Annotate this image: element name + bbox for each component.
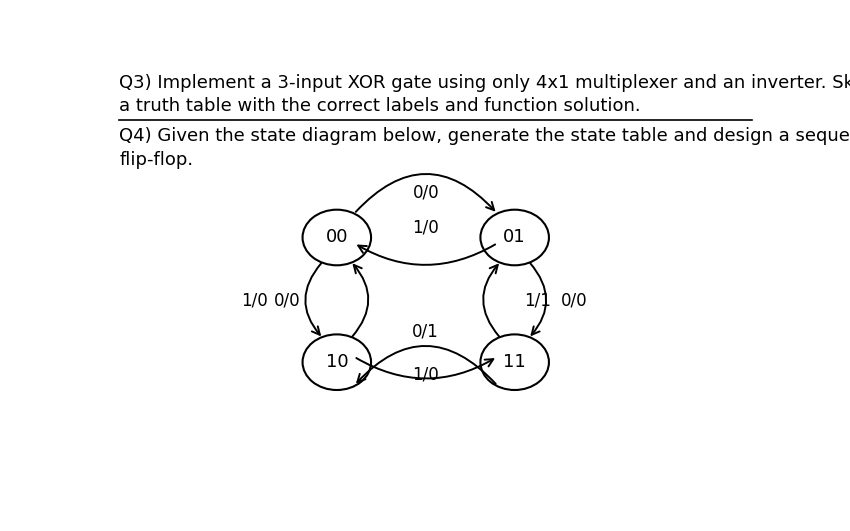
Text: Q4) Given the state diagram below, generate the state table and design a sequent: Q4) Given the state diagram below, gener… (119, 127, 850, 145)
FancyArrowPatch shape (357, 346, 496, 384)
Text: 11: 11 (503, 353, 526, 371)
FancyArrowPatch shape (353, 265, 368, 337)
Text: 01: 01 (503, 228, 526, 246)
FancyArrowPatch shape (305, 263, 321, 335)
Text: 1/0: 1/0 (241, 292, 268, 310)
Text: 0/0: 0/0 (412, 184, 439, 201)
Text: 1/1: 1/1 (524, 292, 551, 310)
Text: 0/1: 0/1 (412, 322, 439, 340)
FancyArrowPatch shape (530, 263, 547, 335)
FancyArrowPatch shape (356, 358, 493, 379)
Text: 0/0: 0/0 (274, 292, 301, 310)
Text: a truth table with the correct labels and function solution.: a truth table with the correct labels an… (119, 97, 641, 115)
FancyArrowPatch shape (483, 265, 499, 337)
FancyArrowPatch shape (356, 174, 494, 212)
Text: Q3) Implement a 3-input XOR gate using only 4x1 multiplexer and an inverter. Ske: Q3) Implement a 3-input XOR gate using o… (119, 74, 850, 92)
Text: 00: 00 (326, 228, 348, 246)
Text: 1/0: 1/0 (412, 218, 439, 236)
Text: 1/0: 1/0 (412, 365, 439, 383)
Text: 0/0: 0/0 (561, 292, 587, 310)
Text: flip-flop.: flip-flop. (119, 151, 194, 169)
FancyArrowPatch shape (358, 244, 496, 265)
Text: 10: 10 (326, 353, 348, 371)
